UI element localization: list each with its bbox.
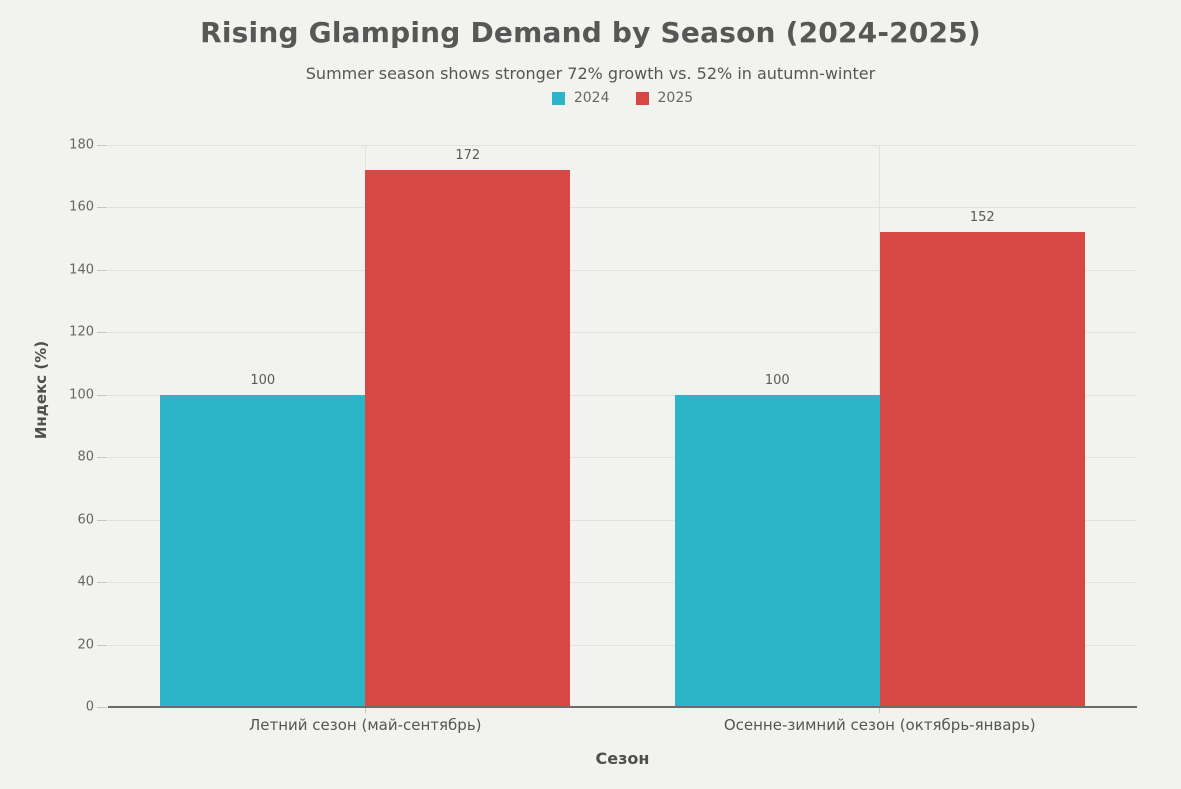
y-tick-140 [97, 269, 107, 271]
legend-label-2025: 2025 [657, 90, 694, 106]
legend-label-2024: 2024 [573, 90, 610, 106]
y-tick-label-120: 120 [69, 324, 94, 340]
y-tick-100 [97, 394, 107, 396]
y-tick-label-0: 0 [85, 699, 94, 715]
gridline-y-120 [108, 332, 1137, 334]
gridline-y-140 [108, 269, 1137, 271]
gridline-y-20 [108, 644, 1137, 646]
y-tick-40 [97, 582, 107, 584]
bar-value-label-2024-category-2: 100 [764, 372, 790, 388]
legend: 2024 2025 [108, 90, 1137, 106]
gridline-y-160 [108, 207, 1137, 209]
y-axis-title: Индекс (%) [32, 340, 50, 440]
bar-value-label-2025-category-1: 172 [455, 147, 481, 163]
legend-item-2025: 2025 [635, 90, 694, 106]
y-tick-60 [97, 519, 107, 521]
bar-value-label-2025-category-2: 152 [969, 210, 995, 226]
chart-title: Rising Glamping Demand by Season (2024-2… [200, 16, 981, 49]
plot-area: 0 20 40 60 80 100 120 140 160 180 Летний сезон (ма… [69, 138, 1137, 734]
bar-2024-category-2 [674, 394, 880, 707]
bar-2025-category-2 [879, 232, 1085, 707]
y-tick-180 [97, 145, 107, 146]
y-tick-20 [97, 644, 107, 646]
gridline-y-80 [108, 457, 1137, 459]
y-tick-label-80: 80 [77, 449, 94, 465]
x-tick-category-1 [364, 708, 366, 713]
y-tick-80 [97, 457, 107, 459]
legend-item-2024: 2024 [551, 90, 610, 106]
y-tick-120 [97, 332, 107, 334]
bar-value-label-2024-category-1: 100 [250, 372, 276, 388]
y-tick-label-100: 100 [69, 387, 94, 403]
y-tick-label-20: 20 [77, 637, 94, 653]
y-tick-label-180: 180 [69, 137, 94, 153]
y-tick-label-60: 60 [77, 512, 94, 528]
legend-swatch-2025 [635, 91, 649, 105]
gridline-y-60 [108, 519, 1137, 521]
y-tick-0 [97, 707, 107, 708]
y-tick-label-160: 160 [69, 199, 94, 215]
x-tick-category-2 [879, 708, 881, 713]
category-label-2: Осенне-зимний сезон (октябрь-январь) [723, 716, 1036, 734]
x-axis-title: Сезон [595, 749, 650, 768]
bar-2024-category-1 [160, 394, 366, 707]
bar-2025-category-1 [365, 169, 571, 707]
gridline-y-180 [108, 145, 1137, 146]
x-axis-line [108, 706, 1137, 708]
chart-subtitle: Summer season shows stronger 72% growth … [305, 64, 876, 83]
category-label-1: Летний сезон (май-сентябрь) [248, 716, 482, 734]
gridline-y-40 [108, 582, 1137, 584]
y-tick-160 [97, 207, 107, 209]
gridline-y-100 [108, 394, 1137, 396]
y-tick-label-140: 140 [69, 262, 94, 278]
legend-swatch-2024 [551, 91, 565, 105]
y-tick-label-40: 40 [77, 574, 94, 590]
